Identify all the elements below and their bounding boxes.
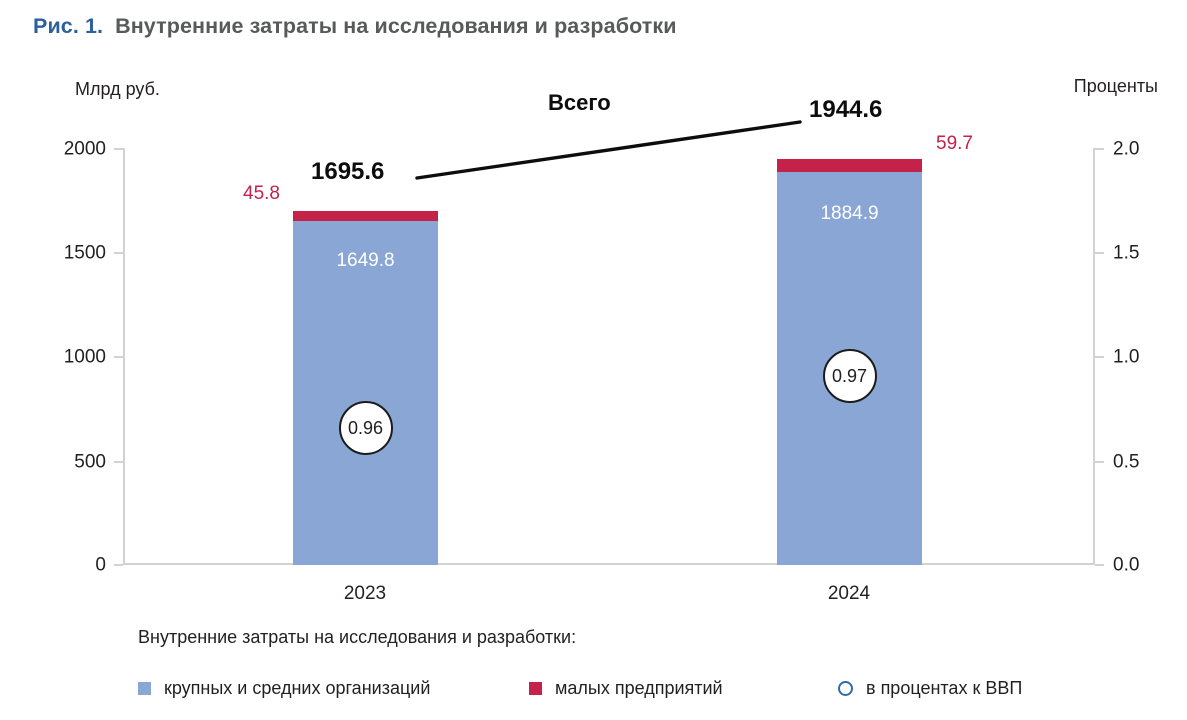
left-axis-tick [114,356,123,358]
left-axis-tick-label: 500 [74,451,106,473]
legend-swatch-circle-outline-icon [838,681,853,696]
right-axis-tick-label: 2.0 [1113,138,1140,160]
left-axis-tick-label: 2000 [63,138,106,160]
x-axis-line [123,563,1095,565]
right-axis-tick [1095,461,1104,463]
category-label-2024: 2024 [827,583,871,604]
gdp-share-value-2023: 0.96 [347,417,384,438]
bar-2024[interactable]: 1884.9 59.7 0.97 [777,133,973,565]
bar-value-small-enterprises-2024: 59.7 [936,133,973,154]
bar-value-small-enterprises-2023: 45.8 [243,183,280,204]
legend-item-large-orgs[interactable]: крупных и средних организаций [138,678,430,699]
left-axis-tick [114,564,123,566]
legend-heading: Внутренние затраты на исследования и раз… [138,627,577,647]
legend-item-gdp-share[interactable]: в процентах к ВВП [838,678,1022,699]
left-axis-line [123,148,125,565]
right-axis-tick [1095,148,1104,150]
bar-segment-large-orgs-2023[interactable] [293,221,438,565]
legend-item-small-enterprises[interactable]: малых предприятий [529,678,723,699]
legend-label-gdp-share: в процентах к ВВП [866,678,1023,698]
total-value-2024: 1944.6 [809,96,883,123]
bar-segment-small-enterprises-2024[interactable] [777,159,922,172]
left-axis-unit-label: Млрд руб. [75,79,160,99]
chart-plot-area: 2000 1500 1000 500 0 2.0 1.5 1.0 0.5 0.0… [64,133,1140,575]
figure-number: Рис. 1. [33,14,104,38]
right-axis-tick-label: 1.5 [1113,242,1140,264]
left-axis-tick-label: 0 [95,554,106,576]
bar-2023[interactable]: 1649.8 45.8 0.96 [243,183,438,565]
bar-value-large-orgs-2023: 1649.8 [336,250,395,271]
right-axis-tick-label: 0.0 [1113,554,1140,576]
gdp-share-value-2024: 0.97 [831,365,868,386]
page-title: Рис. 1. Внутренние затраты на исследовани… [33,14,677,39]
bar-segment-small-enterprises-2023[interactable] [293,211,438,221]
legend-swatch-square-blue-icon [138,682,151,695]
right-axis-line [1093,148,1095,565]
gdp-share-marker-2024[interactable]: 0.97 [822,349,877,403]
figure-caption: Внутренние затраты на исследования и раз… [115,14,677,38]
left-axis-tick [114,252,123,254]
right-axis-tick [1095,564,1104,566]
legend-label-large-orgs: крупных и средних организаций [164,678,431,698]
right-axis-tick-label: 1.0 [1113,346,1140,368]
legend-label-small-enterprises: малых предприятий [555,678,723,698]
right-axis-tick [1095,356,1104,358]
right-axis-unit-label: Проценты [1073,76,1158,96]
legend: крупных и средних организаций малых пред… [138,678,1138,706]
legend-swatch-square-crimson-icon [529,682,542,695]
left-axis-tick-label: 1500 [63,242,106,264]
left-axis-tick [114,461,123,463]
left-axis-tick [114,148,123,150]
bar-value-large-orgs-2024: 1884.9 [820,203,879,224]
total-label: Всего [548,90,611,115]
gdp-share-marker-2023[interactable]: 0.96 [338,401,393,455]
right-axis-tick [1095,252,1104,254]
category-label-2023: 2023 [343,583,387,604]
left-axis-tick-label: 1000 [63,346,106,368]
right-axis-tick-label: 0.5 [1113,451,1140,473]
